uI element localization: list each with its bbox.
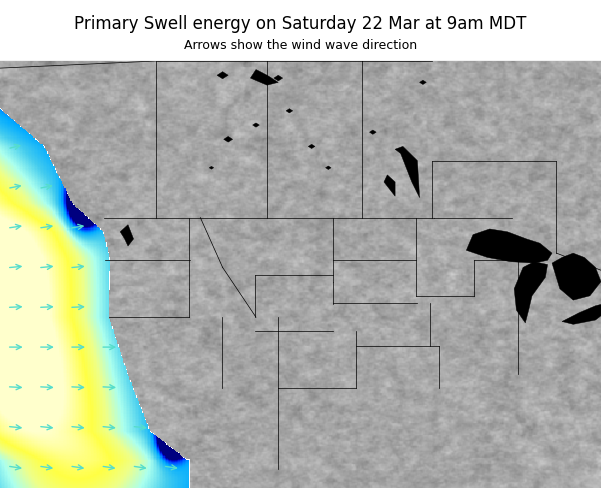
Polygon shape <box>514 262 548 323</box>
Polygon shape <box>370 130 376 134</box>
Polygon shape <box>120 224 133 246</box>
Polygon shape <box>209 166 214 169</box>
Polygon shape <box>466 229 552 263</box>
Polygon shape <box>562 303 601 325</box>
Polygon shape <box>224 137 233 142</box>
Text: Primary Swell energy on Saturday 22 Mar at 9am MDT: Primary Swell energy on Saturday 22 Mar … <box>75 15 526 33</box>
Polygon shape <box>552 253 601 300</box>
Polygon shape <box>274 75 282 81</box>
Polygon shape <box>395 146 419 198</box>
Polygon shape <box>419 80 426 84</box>
Text: Arrows show the wind wave direction: Arrows show the wind wave direction <box>184 39 417 52</box>
Polygon shape <box>384 175 395 196</box>
Polygon shape <box>217 72 228 79</box>
Polygon shape <box>326 166 331 169</box>
Polygon shape <box>286 109 293 113</box>
Polygon shape <box>308 144 315 148</box>
Polygon shape <box>251 70 278 85</box>
Polygon shape <box>252 123 259 127</box>
